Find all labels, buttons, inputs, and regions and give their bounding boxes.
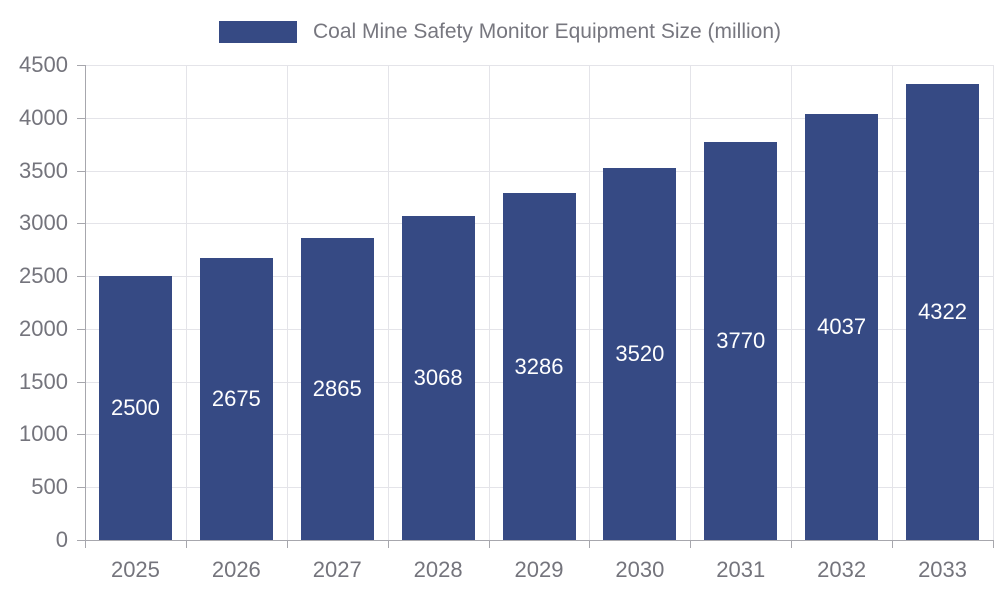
bar-2025[interactable] (98, 276, 172, 540)
x-axis-label: 2029 (514, 557, 564, 582)
bar-2033[interactable] (906, 83, 980, 540)
x-axis-label: 2030 (615, 557, 665, 582)
gridline-horizontal (85, 117, 993, 119)
x-axis-tick (387, 540, 389, 548)
bar-2032[interactable] (805, 113, 879, 540)
y-axis-label: 1000 (19, 421, 68, 447)
x-axis-label: 2028 (413, 557, 463, 582)
gridline-vertical (286, 65, 288, 540)
y-axis-tick (77, 540, 85, 541)
gridline-vertical (993, 65, 994, 540)
y-axis-line (85, 65, 86, 540)
y-axis-label: 2500 (19, 263, 68, 289)
gridline-vertical (387, 65, 389, 540)
bar-value-label: 2675 (211, 385, 261, 411)
x-axis-label: 2031 (716, 557, 766, 582)
y-axis-tick (77, 487, 85, 489)
bar-value-label: 2865 (312, 375, 362, 401)
gridline-vertical (892, 65, 894, 540)
y-axis-label: 500 (31, 474, 68, 500)
gridline-vertical (589, 65, 591, 540)
y-axis-label: 4000 (19, 104, 68, 130)
x-axis-label: 2032 (817, 557, 867, 582)
y-axis-tick (77, 328, 85, 330)
y-axis-tick (77, 170, 85, 172)
legend-label: Coal Mine Safety Monitor Equipment Size … (312, 20, 782, 43)
y-axis-label: 3000 (19, 210, 68, 236)
gridline-vertical (185, 65, 187, 540)
bar-value-label: 4322 (918, 298, 968, 324)
bar-value-label: 3770 (716, 328, 766, 354)
legend-swatch (218, 21, 297, 43)
bar-2027[interactable] (300, 237, 374, 540)
x-axis-label: 2033 (918, 557, 968, 582)
gridline-horizontal (85, 170, 993, 172)
bar-2029[interactable] (502, 193, 576, 540)
bar-value-label: 4037 (817, 313, 867, 339)
y-axis-label: 0 (55, 527, 68, 552)
gridline-vertical (690, 65, 692, 540)
y-axis-tick (77, 65, 85, 66)
legend: Coal Mine Safety Monitor Equipment Size … (0, 19, 1000, 45)
y-axis-tick (77, 223, 85, 225)
y-axis-label: 1500 (19, 368, 68, 394)
y-axis-tick (77, 434, 85, 436)
x-axis-tick (892, 540, 894, 548)
gridline-horizontal (85, 65, 993, 66)
bar-value-label: 2500 (110, 395, 160, 421)
bar-2030[interactable] (603, 168, 677, 540)
x-axis-tick (286, 540, 288, 548)
gridline-vertical (488, 65, 490, 540)
bar-2026[interactable] (199, 257, 273, 540)
y-axis-label: 2000 (19, 315, 68, 341)
y-axis-label: 4500 (19, 52, 68, 77)
y-axis-tick (77, 381, 85, 383)
x-axis-tick (993, 540, 994, 548)
y-axis-tick (77, 117, 85, 119)
y-axis-tick (77, 276, 85, 278)
bar-value-label: 3068 (413, 365, 463, 391)
bar-2031[interactable] (704, 142, 778, 540)
x-axis-tick (185, 540, 187, 548)
x-axis-label: 2026 (211, 557, 261, 582)
x-axis-tick (589, 540, 591, 548)
x-axis-tick (85, 540, 86, 548)
x-axis-tick (791, 540, 793, 548)
legend-item[interactable]: Coal Mine Safety Monitor Equipment Size … (218, 19, 782, 45)
bar-value-label: 3520 (615, 341, 665, 367)
x-axis-label: 2027 (312, 557, 362, 582)
x-axis-tick (690, 540, 692, 548)
x-axis-label: 2025 (110, 557, 160, 582)
y-axis-label: 3500 (19, 157, 68, 183)
gridline-vertical (791, 65, 793, 540)
x-axis-tick (488, 540, 490, 548)
x-axis-line (85, 540, 993, 541)
bar-2028[interactable] (401, 216, 475, 540)
bar-value-label: 3286 (514, 353, 564, 379)
